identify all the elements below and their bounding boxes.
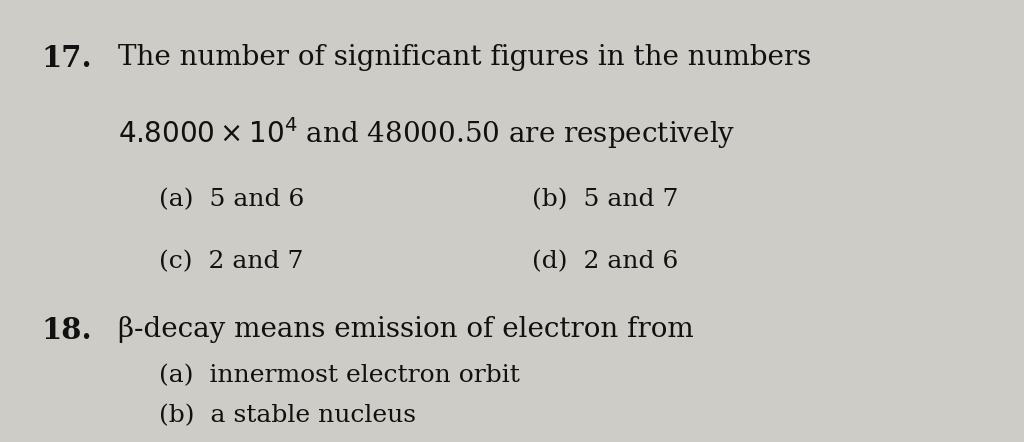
Text: (d)  2 and 6: (d) 2 and 6 <box>532 250 679 273</box>
Text: (a)  5 and 6: (a) 5 and 6 <box>159 188 304 211</box>
Text: (b)  a stable nucleus: (b) a stable nucleus <box>159 404 416 427</box>
Text: β-decay means emission of electron from: β-decay means emission of electron from <box>118 316 693 343</box>
Text: (c)  2 and 7: (c) 2 and 7 <box>159 250 303 273</box>
Text: $4.8000 \times 10^{4}$ and 48000.50 are respectively: $4.8000 \times 10^{4}$ and 48000.50 are … <box>118 115 735 151</box>
Text: The number of significant figures in the numbers: The number of significant figures in the… <box>118 44 811 71</box>
Text: 18.: 18. <box>41 316 91 345</box>
Text: 17.: 17. <box>41 44 91 73</box>
Text: (b)  5 and 7: (b) 5 and 7 <box>532 188 679 211</box>
Text: (a)  innermost electron orbit: (a) innermost electron orbit <box>159 365 519 388</box>
